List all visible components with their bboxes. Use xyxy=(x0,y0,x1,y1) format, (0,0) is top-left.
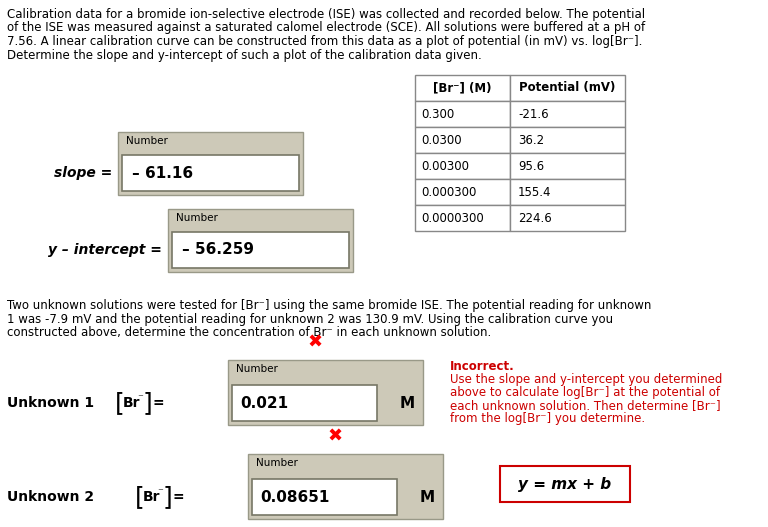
Text: ]: ] xyxy=(163,485,173,509)
Text: 0.08651: 0.08651 xyxy=(260,490,329,504)
Text: 224.6: 224.6 xyxy=(518,211,551,225)
Text: ⁻: ⁻ xyxy=(137,393,143,403)
Bar xyxy=(510,75,625,101)
Text: Number: Number xyxy=(126,136,168,146)
Text: [: [ xyxy=(115,391,124,415)
Bar xyxy=(415,205,510,231)
Bar xyxy=(510,179,625,205)
Text: Potential (mV): Potential (mV) xyxy=(519,82,616,94)
Text: 1 was -7.9 mV and the potential reading for unknown 2 was 130.9 mV. Using the ca: 1 was -7.9 mV and the potential reading … xyxy=(7,313,613,326)
Bar xyxy=(510,127,625,153)
Bar xyxy=(415,101,510,127)
Bar xyxy=(415,75,510,101)
Text: 0.00300: 0.00300 xyxy=(421,160,469,172)
Bar xyxy=(122,155,299,191)
Text: 95.6: 95.6 xyxy=(518,160,544,172)
Text: Unknown 2: Unknown 2 xyxy=(7,490,94,504)
Text: ✖: ✖ xyxy=(308,334,323,352)
Text: Number: Number xyxy=(176,213,218,223)
Text: Two unknown solutions were tested for [Br⁻] using the same bromide ISE. The pote: Two unknown solutions were tested for [B… xyxy=(7,299,651,312)
Bar xyxy=(415,179,510,205)
Bar xyxy=(172,232,349,268)
Text: from the log[Br⁻] you determine.: from the log[Br⁻] you determine. xyxy=(450,412,645,425)
Text: each unknown solution. Then determine [Br⁻]: each unknown solution. Then determine [B… xyxy=(450,399,720,412)
Text: ]: ] xyxy=(143,391,153,415)
Text: 0.300: 0.300 xyxy=(421,108,454,121)
Bar xyxy=(168,209,353,272)
Bar xyxy=(232,385,377,421)
Text: [Br⁻] (M): [Br⁻] (M) xyxy=(433,82,492,94)
Bar xyxy=(415,153,510,179)
Text: Br: Br xyxy=(143,490,161,504)
Text: Number: Number xyxy=(236,364,278,374)
Bar xyxy=(500,466,630,502)
Text: =: = xyxy=(152,396,164,410)
Text: M: M xyxy=(400,395,415,411)
Bar xyxy=(510,205,625,231)
Text: =: = xyxy=(172,490,184,504)
Text: 0.021: 0.021 xyxy=(240,395,288,411)
Text: 7.56. A linear calibration curve can be constructed from this data as a plot of : 7.56. A linear calibration curve can be … xyxy=(7,35,642,48)
Text: Br: Br xyxy=(123,396,141,410)
Text: above to calculate log[Br⁻] at the potential of: above to calculate log[Br⁻] at the poten… xyxy=(450,386,720,399)
Text: ⁻: ⁻ xyxy=(157,487,163,497)
Text: y – intercept =: y – intercept = xyxy=(48,243,162,257)
Bar xyxy=(252,479,397,515)
Text: Number: Number xyxy=(256,458,298,468)
Text: Unknown 1: Unknown 1 xyxy=(7,396,94,410)
Bar xyxy=(228,360,423,425)
Text: M: M xyxy=(420,490,435,504)
Text: Use the slope and y-intercept you determined: Use the slope and y-intercept you determ… xyxy=(450,373,723,386)
Text: -21.6: -21.6 xyxy=(518,108,548,121)
Text: ✖: ✖ xyxy=(328,428,343,446)
Text: 36.2: 36.2 xyxy=(518,133,544,147)
Text: Determine the slope and y-intercept of such a plot of the calibration data given: Determine the slope and y-intercept of s… xyxy=(7,48,482,62)
Text: of the ISE was measured against a saturated calomel electrode (SCE). All solutio: of the ISE was measured against a satura… xyxy=(7,22,645,34)
Text: [: [ xyxy=(135,485,144,509)
Bar xyxy=(510,101,625,127)
Text: – 61.16: – 61.16 xyxy=(132,165,193,181)
Text: constructed above, determine the concentration of Br⁻ in each unknown solution.: constructed above, determine the concent… xyxy=(7,326,492,339)
Text: 155.4: 155.4 xyxy=(518,186,551,199)
Text: y = mx + b: y = mx + b xyxy=(518,476,611,492)
Text: 0.000300: 0.000300 xyxy=(421,186,476,199)
Text: 0.0000300: 0.0000300 xyxy=(421,211,484,225)
Text: Calibration data for a bromide ion-selective electrode (ISE) was collected and r: Calibration data for a bromide ion-selec… xyxy=(7,8,645,21)
Text: Incorrect.: Incorrect. xyxy=(450,360,515,373)
Text: 0.0300: 0.0300 xyxy=(421,133,462,147)
Bar xyxy=(510,153,625,179)
Text: – 56.259: – 56.259 xyxy=(182,242,254,258)
Bar xyxy=(118,132,303,195)
Text: slope =: slope = xyxy=(54,166,112,180)
Bar xyxy=(415,127,510,153)
Bar xyxy=(248,454,443,519)
